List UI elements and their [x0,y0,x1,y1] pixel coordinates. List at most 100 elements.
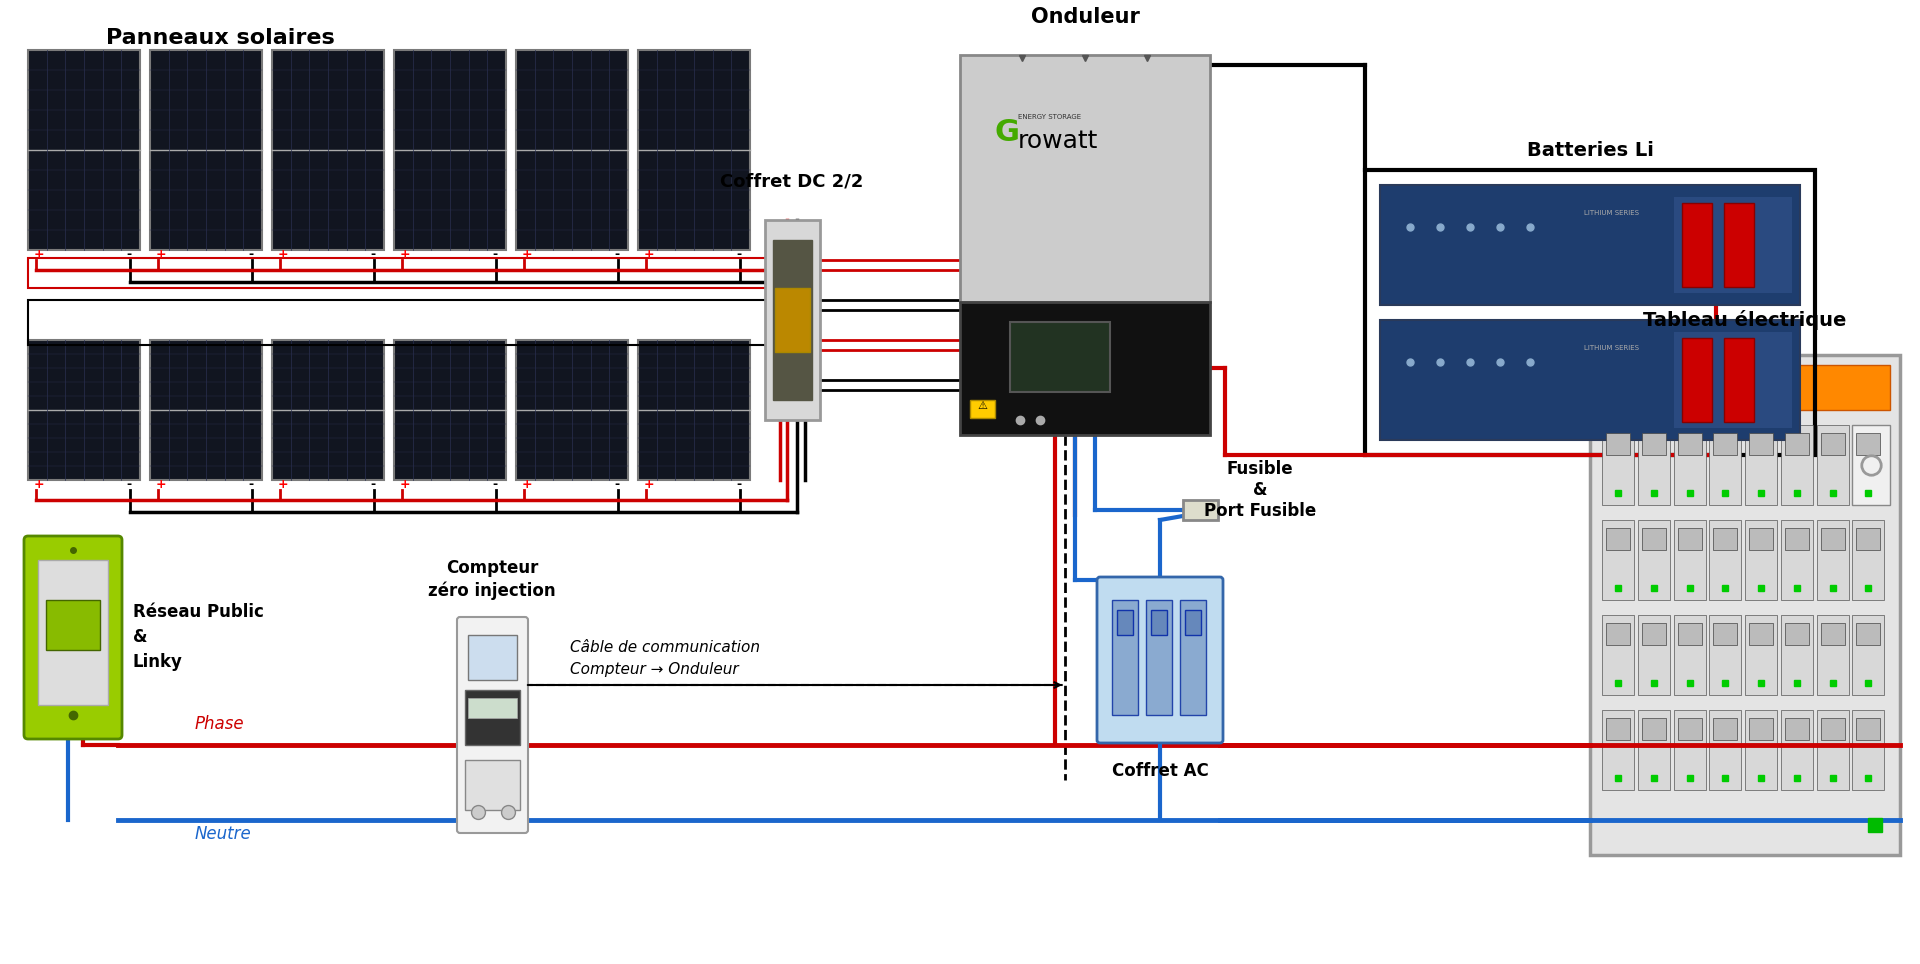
Bar [465,690,520,745]
Text: Câble de communication: Câble de communication [570,640,760,655]
Bar [1816,710,1849,790]
Bar [776,288,810,352]
Text: -: - [735,478,741,491]
Bar [1642,623,1667,645]
Bar [1853,710,1884,790]
Bar [1853,520,1884,600]
Bar [637,50,751,250]
Bar [1820,528,1845,550]
Bar [468,698,516,718]
Bar [1010,322,1110,392]
Bar [1724,338,1753,422]
Bar [774,240,812,400]
Bar [1674,425,1705,505]
Bar [1117,610,1133,635]
Bar [1786,623,1809,645]
Text: -: - [735,248,741,261]
Bar [1713,623,1738,645]
Text: Compteur → Onduleur: Compteur → Onduleur [570,662,739,677]
Bar [1857,433,1880,455]
Bar [764,220,820,420]
Bar [1749,718,1772,740]
Text: -: - [492,478,497,491]
FancyBboxPatch shape [1096,577,1223,743]
Bar [970,400,995,418]
Bar [1365,170,1814,455]
Text: +: + [399,478,411,491]
Bar [1853,425,1884,505]
Bar [1857,528,1880,550]
Bar [1745,710,1778,790]
Bar [1605,528,1630,550]
Text: Batteries Li: Batteries Li [1526,141,1653,160]
Text: -: - [492,248,497,261]
Bar [637,340,751,480]
Bar [1745,425,1778,505]
Bar [1816,615,1849,695]
Text: +: + [35,478,44,491]
Text: -: - [127,248,131,261]
Text: G: G [995,119,1020,147]
Bar [1601,520,1634,600]
Bar [1599,365,1889,410]
Bar [38,560,108,705]
Text: LITHIUM SERIES: LITHIUM SERIES [1584,345,1638,351]
Bar [1713,718,1738,740]
Bar [1678,623,1701,645]
Bar [1112,600,1139,715]
Bar [465,760,520,810]
Bar [1642,718,1667,740]
Bar [1642,528,1667,550]
Bar [468,635,516,680]
Text: Réseau Public
&
Linky: Réseau Public & Linky [132,603,263,671]
Bar [1749,623,1772,645]
Text: -: - [614,248,618,261]
Text: Coffret DC 2/2: Coffret DC 2/2 [720,172,864,190]
Text: Panneaux solaires: Panneaux solaires [106,28,334,48]
Text: Neutre: Neutre [196,825,252,843]
Bar [29,258,770,288]
FancyBboxPatch shape [23,536,123,739]
Bar [1605,433,1630,455]
Bar [516,340,628,480]
Bar [1601,710,1634,790]
Text: +: + [35,248,44,261]
Bar [394,50,507,250]
Text: +: + [522,478,532,491]
Bar [1682,203,1713,287]
Bar [1181,600,1206,715]
Bar [1601,425,1634,505]
Bar [1786,528,1809,550]
Text: -: - [614,478,618,491]
Bar [1678,528,1701,550]
Bar [394,340,507,480]
Text: +: + [278,248,288,261]
Text: -: - [371,478,374,491]
Text: ⚠: ⚠ [977,401,987,411]
Bar [1674,520,1705,600]
Bar [46,600,100,650]
Text: Phase: Phase [196,715,244,733]
Bar [1638,520,1670,600]
Bar [516,50,628,250]
Text: Compteur
zéro injection: Compteur zéro injection [428,559,555,600]
Bar [1709,615,1741,695]
Bar [1713,433,1738,455]
Bar [1590,355,1901,855]
Bar [1780,425,1812,505]
Bar [1709,520,1741,600]
Text: Onduleur: Onduleur [1031,7,1139,27]
Bar [29,340,140,480]
Bar [1709,425,1741,505]
Bar [273,340,384,480]
Bar [1380,185,1801,305]
Text: -: - [127,478,131,491]
Text: +: + [156,248,167,261]
Bar [1674,710,1705,790]
Bar [1724,203,1753,287]
Text: ENERGY STORAGE: ENERGY STORAGE [1018,115,1081,120]
Text: Tableau électrique: Tableau électrique [1644,310,1847,330]
Bar [1150,610,1167,635]
Bar [1745,615,1778,695]
Bar [1786,433,1809,455]
